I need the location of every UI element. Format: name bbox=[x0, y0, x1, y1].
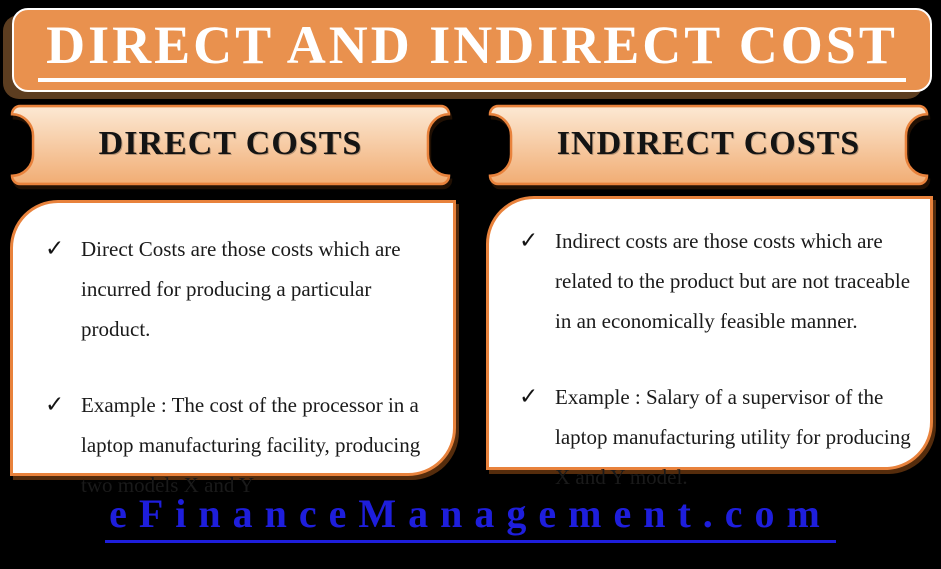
page-title: DIRECT AND INDIRECT COST bbox=[38, 18, 906, 82]
direct-costs-ribbon: DIRECT COSTS bbox=[10, 104, 451, 186]
checkmark-icon: ✓ bbox=[45, 392, 65, 418]
indirect-costs-ribbon: INDIRECT COSTS bbox=[488, 104, 929, 186]
indirect-costs-header: INDIRECT COSTS bbox=[556, 125, 861, 162]
indirect-costs-definition: Indirect costs are those costs which are… bbox=[555, 229, 911, 333]
checkmark-icon: ✓ bbox=[519, 384, 539, 410]
list-item: ✓ Indirect costs are those costs which a… bbox=[519, 221, 916, 341]
footer: eFinanceManagement.com bbox=[0, 490, 941, 543]
list-item: ✓ Direct Costs are those costs which are… bbox=[45, 229, 435, 349]
title-banner: DIRECT AND INDIRECT COST bbox=[12, 8, 932, 92]
direct-costs-example: Example : The cost of the processor in a… bbox=[81, 393, 421, 497]
ribbon-shape bbox=[10, 104, 451, 186]
website-link[interactable]: eFinanceManagement.com bbox=[105, 491, 836, 543]
direct-costs-box: ✓ Direct Costs are those costs which are… bbox=[10, 200, 456, 497]
direct-costs-header: DIRECT COSTS bbox=[98, 125, 363, 162]
ribbon-shape bbox=[488, 104, 929, 186]
checkmark-icon: ✓ bbox=[519, 228, 539, 254]
list-item: ✓ Example : The cost of the processor in… bbox=[45, 385, 435, 505]
checkmark-icon: ✓ bbox=[45, 236, 65, 262]
list-item: ✓ Example : Salary of a supervisor of th… bbox=[519, 377, 916, 497]
indirect-costs-box: ✓ Indirect costs are those costs which a… bbox=[486, 196, 933, 489]
indirect-costs-example: Example : Salary of a supervisor of the … bbox=[555, 385, 911, 489]
direct-costs-definition: Direct Costs are those costs which are i… bbox=[81, 237, 401, 341]
